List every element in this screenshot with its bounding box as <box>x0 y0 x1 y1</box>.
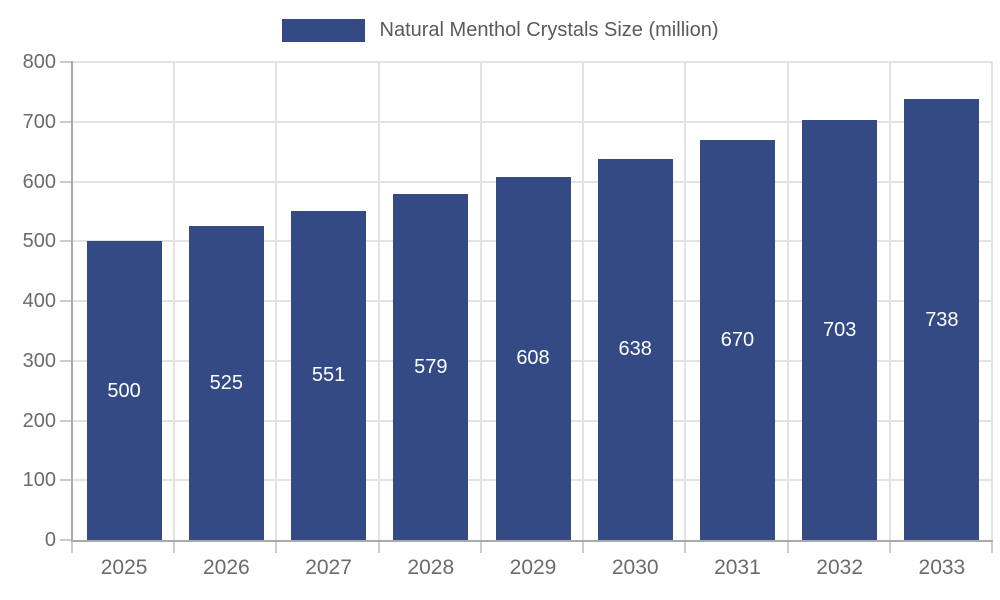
v-gridline-4 <box>479 62 482 540</box>
bar-value-2032: 703 <box>822 318 857 341</box>
x-tick-8 <box>888 542 891 553</box>
v-gridline-8 <box>888 62 891 540</box>
y-tick-500 <box>60 240 71 243</box>
plot-area: 0 100 200 300 400 500 600 700 800 500 2025 525 2026 5… <box>23 52 993 578</box>
y-tick-label-700: 700 <box>22 110 56 133</box>
x-tick-0 <box>71 542 73 553</box>
x-tick-label-2027: 2027 <box>305 556 352 579</box>
y-axis-line <box>71 61 73 542</box>
bar-value-2031: 670 <box>720 328 755 351</box>
y-tick-200 <box>60 419 71 422</box>
y-tick-0 <box>60 539 71 541</box>
x-tick-label-2025: 2025 <box>100 556 148 579</box>
bar-value-2025: 500 <box>107 379 141 402</box>
bar-2032: 703 <box>802 119 878 540</box>
x-tick-1 <box>173 542 176 553</box>
bar-2028: 579 <box>393 194 469 540</box>
bar-2029: 608 <box>495 176 571 540</box>
y-tick-600 <box>60 180 71 183</box>
y-tick-300 <box>60 359 71 362</box>
legend-label: Natural Menthol Crystals Size (million) <box>379 19 719 41</box>
y-tick-label-0: 0 <box>44 529 56 551</box>
y-tick-label-600: 600 <box>22 170 56 193</box>
bar-value-2030: 638 <box>618 338 652 361</box>
y-tick-800 <box>60 61 71 63</box>
x-tick-4 <box>479 542 482 553</box>
bar-2030: 638 <box>597 158 673 540</box>
legend-swatch <box>281 18 365 42</box>
bar-value-2029: 608 <box>516 347 550 370</box>
x-tick-2 <box>275 542 278 553</box>
x-tick-label-2031: 2031 <box>714 556 761 579</box>
bar-2025: 500 <box>86 241 162 540</box>
x-tick-label-2026: 2026 <box>202 556 250 579</box>
bar-2026: 525 <box>188 226 264 540</box>
x-tick-6 <box>684 542 687 553</box>
v-gridline-9 <box>991 62 993 540</box>
legend: Natural Menthol Crystals Size (million) <box>0 17 1000 43</box>
x-tick-label-2030: 2030 <box>611 556 659 579</box>
x-tick-label-2032: 2032 <box>816 556 864 579</box>
y-tick-label-800: 800 <box>22 51 56 73</box>
h-gridline-800 <box>73 61 993 63</box>
v-gridline-7 <box>786 62 789 540</box>
x-tick-label-2033: 2033 <box>918 556 966 579</box>
bar-value-2028: 579 <box>414 356 448 379</box>
x-tick-7 <box>786 542 789 553</box>
bar-2031: 670 <box>699 139 775 540</box>
x-tick-9 <box>991 542 993 553</box>
h-gridline-700 <box>73 120 993 123</box>
x-axis-line <box>71 540 993 542</box>
v-gridline-3 <box>377 62 380 540</box>
y-tick-label-200: 200 <box>22 409 56 432</box>
y-tick-label-500: 500 <box>22 230 56 253</box>
x-tick-label-2029: 2029 <box>509 556 557 579</box>
v-gridline-5 <box>582 62 585 540</box>
y-tick-label-400: 400 <box>22 290 56 312</box>
x-tick-5 <box>582 542 585 553</box>
y-tick-label-300: 300 <box>22 349 56 372</box>
v-gridline-2 <box>275 62 278 540</box>
y-tick-100 <box>60 479 71 482</box>
bar-value-2033: 738 <box>925 308 959 331</box>
bar-value-2026: 525 <box>209 372 244 395</box>
y-tick-700 <box>60 120 71 123</box>
y-tick-400 <box>60 300 71 302</box>
v-gridline-6 <box>684 62 687 540</box>
bar-2033: 738 <box>904 99 980 540</box>
bar-2027: 551 <box>291 210 367 540</box>
v-gridline-1 <box>173 62 176 540</box>
x-tick-label-2028: 2028 <box>407 556 455 579</box>
bar-value-2027: 551 <box>311 364 346 387</box>
y-tick-label-100: 100 <box>22 469 56 492</box>
x-tick-3 <box>377 542 380 553</box>
